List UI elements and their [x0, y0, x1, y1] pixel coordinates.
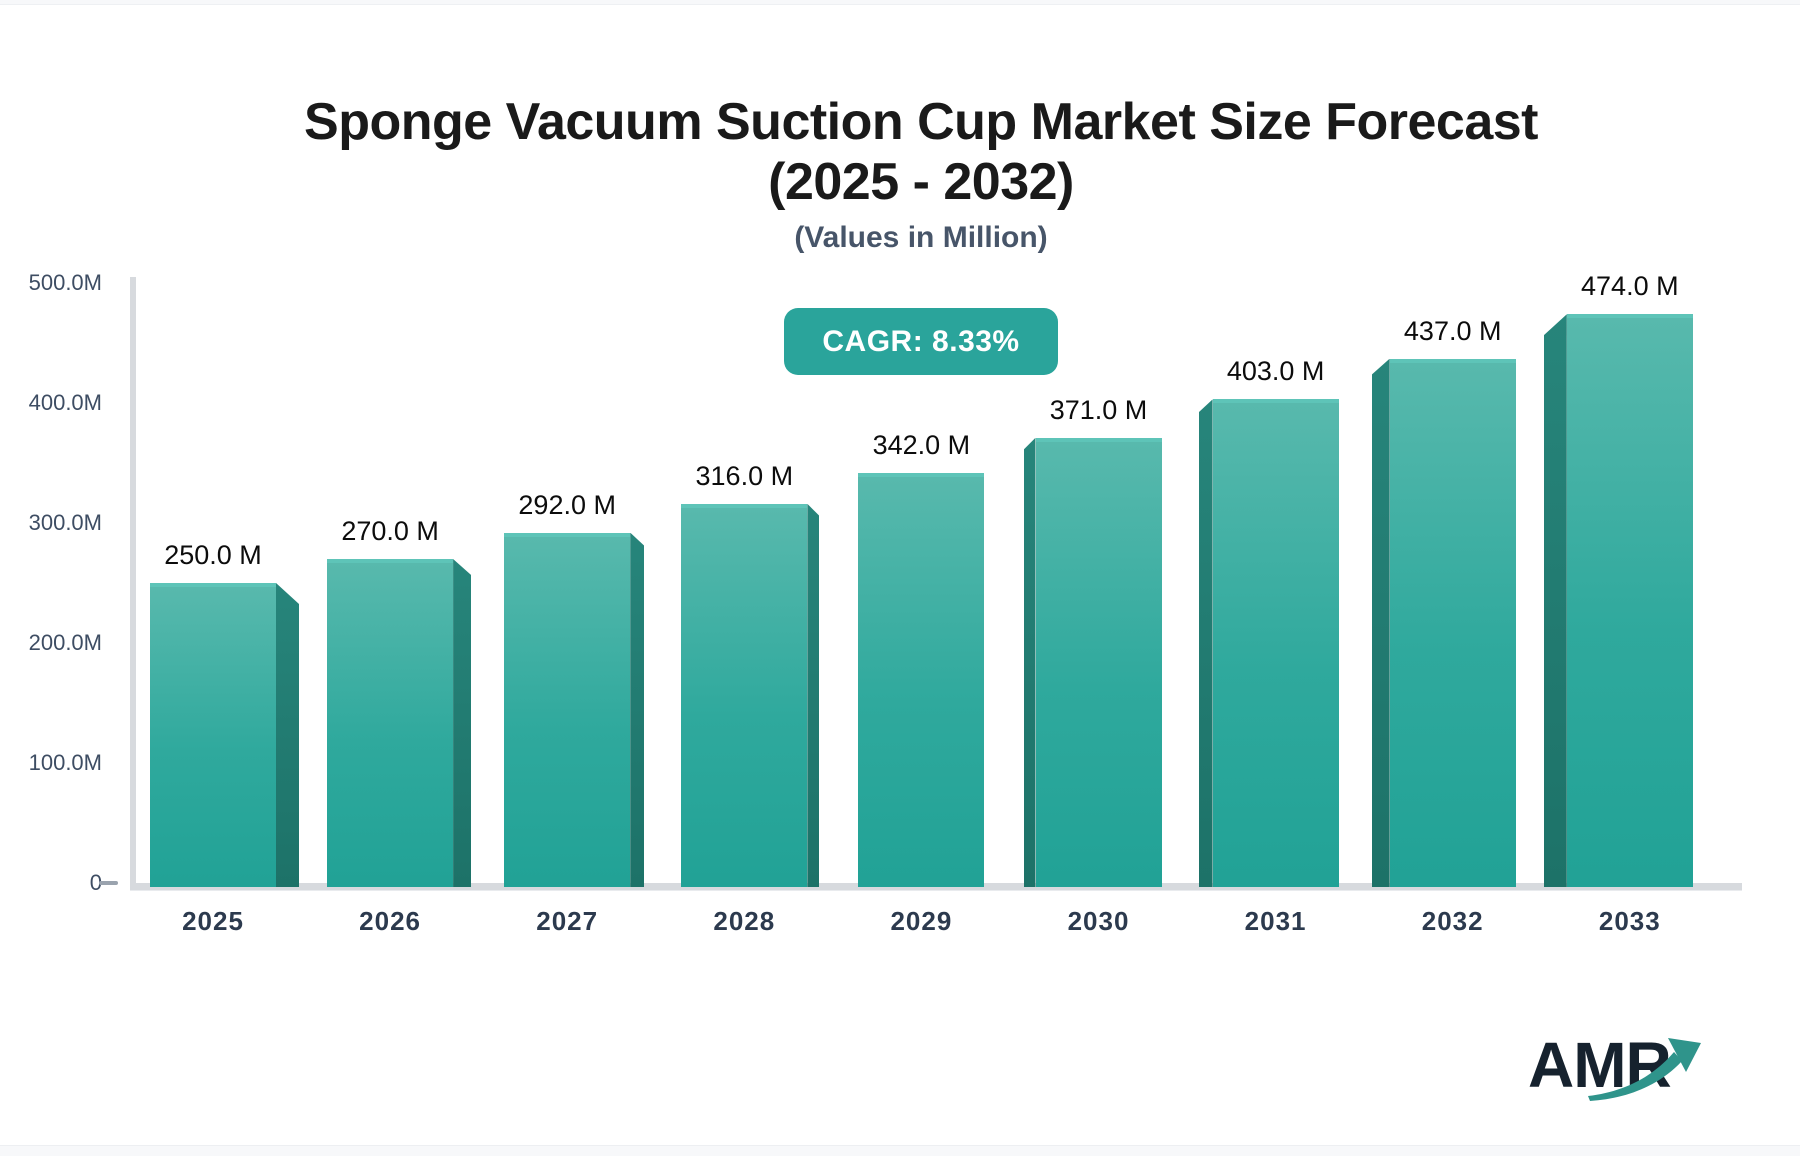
- bottom-edge-strip: [0, 1145, 1800, 1156]
- bar-value-label: 437.0 M: [1403, 315, 1502, 346]
- chart-header: Sponge Vacuum Suction Cup Market Size Fo…: [285, 92, 1557, 375]
- bar-2033: [1543, 314, 1693, 887]
- bar-2027: [504, 532, 645, 887]
- bar-value-label: 250.0 M: [164, 540, 262, 570]
- bar-2031: [1198, 399, 1339, 887]
- amr-logo-text: AMR: [1528, 1029, 1672, 1101]
- bar-2029: [858, 472, 985, 887]
- bar-2032: [1371, 358, 1516, 887]
- x-axis-tick-label: 2029: [890, 906, 953, 936]
- amr-logo: AMR: [1528, 1030, 1718, 1116]
- bar-face: [681, 503, 808, 887]
- y-axis-tick-label: 200.0M: [28, 630, 102, 655]
- x-axis-tick-label: 2028: [713, 906, 776, 936]
- zero-tick-mark: [99, 881, 118, 885]
- x-axis-tick-label: 2031: [1244, 906, 1307, 936]
- bar-2030: [1023, 437, 1162, 887]
- bar-side-shadow: [453, 559, 472, 887]
- y-axis-tick-label: 100.0M: [28, 750, 102, 775]
- bar-side-shadow: [1371, 358, 1390, 887]
- bar-value-label: 292.0 M: [518, 489, 616, 520]
- bar-value-label: 342.0 M: [872, 429, 971, 460]
- bar-value-label: 270.0 M: [341, 516, 439, 546]
- top-edge-strip: [0, 0, 1800, 5]
- bar-value-label: 403.0 M: [1226, 356, 1325, 387]
- bar-2028: [681, 503, 820, 887]
- bar-side-shadow: [1023, 437, 1036, 887]
- page-title: Sponge Vacuum Suction Cup Market Size Fo…: [304, 93, 1538, 211]
- bar-2025: [150, 583, 299, 887]
- bar-face: [150, 583, 276, 887]
- x-axis-tick-label: 2033: [1598, 906, 1661, 936]
- bar-face: [1212, 399, 1339, 887]
- bar-face: [504, 532, 631, 887]
- cagr-badge: CAGR: 8.33%: [784, 308, 1058, 375]
- y-axis-tick-label: 500.0M: [28, 270, 102, 295]
- x-axis-tick-label: 2026: [359, 906, 422, 936]
- bar-2026: [327, 559, 472, 887]
- bar-value-label: 316.0 M: [695, 460, 794, 491]
- bar-face: [327, 559, 454, 887]
- growth-arrow-icon: [1588, 1038, 1701, 1101]
- x-axis-tick-label: 2032: [1421, 906, 1484, 936]
- bar-face: [1389, 358, 1516, 887]
- x-axis-tick-label: 2030: [1067, 906, 1130, 936]
- bar-side-shadow: [807, 503, 820, 887]
- x-axis-tick-label: 2027: [536, 906, 599, 936]
- chart-subtitle: (Values in Million): [794, 221, 1048, 254]
- bar-side-shadow: [630, 532, 645, 887]
- y-axis-line: [130, 277, 136, 890]
- x-axis-tick-label: 2025: [182, 906, 244, 936]
- bar-value-label: 371.0 M: [1049, 394, 1148, 425]
- bar-side-shadow: [1198, 399, 1213, 887]
- bar-face: [1566, 314, 1693, 887]
- bar-value-label: 474.0 M: [1581, 271, 1679, 302]
- bar-face: [858, 472, 985, 887]
- y-axis-tick-label: 0: [89, 870, 102, 895]
- y-axis-tick-label: 400.0M: [28, 390, 102, 415]
- bar-side-shadow: [1543, 314, 1567, 887]
- bar-face: [1035, 437, 1162, 887]
- y-axis-tick-label: 300.0M: [28, 510, 102, 535]
- bar-side-shadow: [276, 583, 299, 887]
